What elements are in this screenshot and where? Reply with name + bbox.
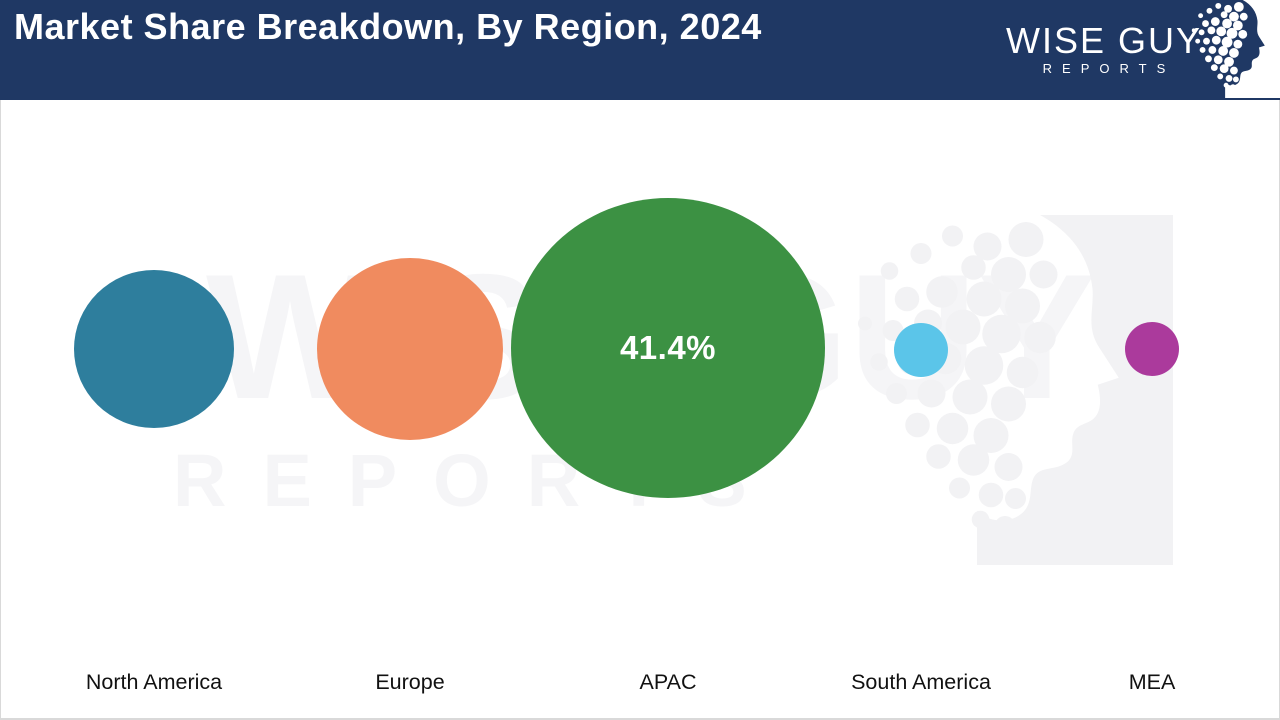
bubble-north-america[interactable] [74, 270, 234, 428]
category-label-europe: Europe [375, 670, 445, 694]
bubble-mea[interactable] [1125, 322, 1179, 376]
page-title: Market Share Breakdown, By Region, 2024 [14, 6, 762, 47]
category-label-south-america: South America [851, 670, 991, 694]
bubble-layer: North America Europe 41.4% APAC South Americ… [1, 100, 1279, 718]
logo-wordmark: WISE GUY [1005, 20, 1202, 61]
watermark-head-icon [858, 215, 1173, 565]
bubble-south-america[interactable] [894, 323, 948, 377]
bubble-chart: WISE GUY REPORTS North AmericaEurope41.4… [0, 100, 1280, 720]
category-label-north-america: North America [85, 670, 223, 694]
logo-text: WISE GUY REPORTS [1005, 20, 1202, 77]
wise-guy-head-icon [1191, 0, 1280, 98]
category-label-apac: APAC [639, 670, 697, 694]
bubble-apac[interactable]: 41.4% [511, 198, 825, 498]
logo-subtitle: REPORTS [1042, 61, 1176, 76]
wise-guy-logo: WISE GUY REPORTS [1006, 0, 1280, 100]
category-label-mea: MEA [1128, 670, 1176, 694]
bubble-value-label: 41.4% [619, 329, 717, 366]
bubble-europe[interactable] [317, 258, 503, 440]
header-bar: Market Share Breakdown, By Region, 2024 … [0, 0, 1280, 100]
